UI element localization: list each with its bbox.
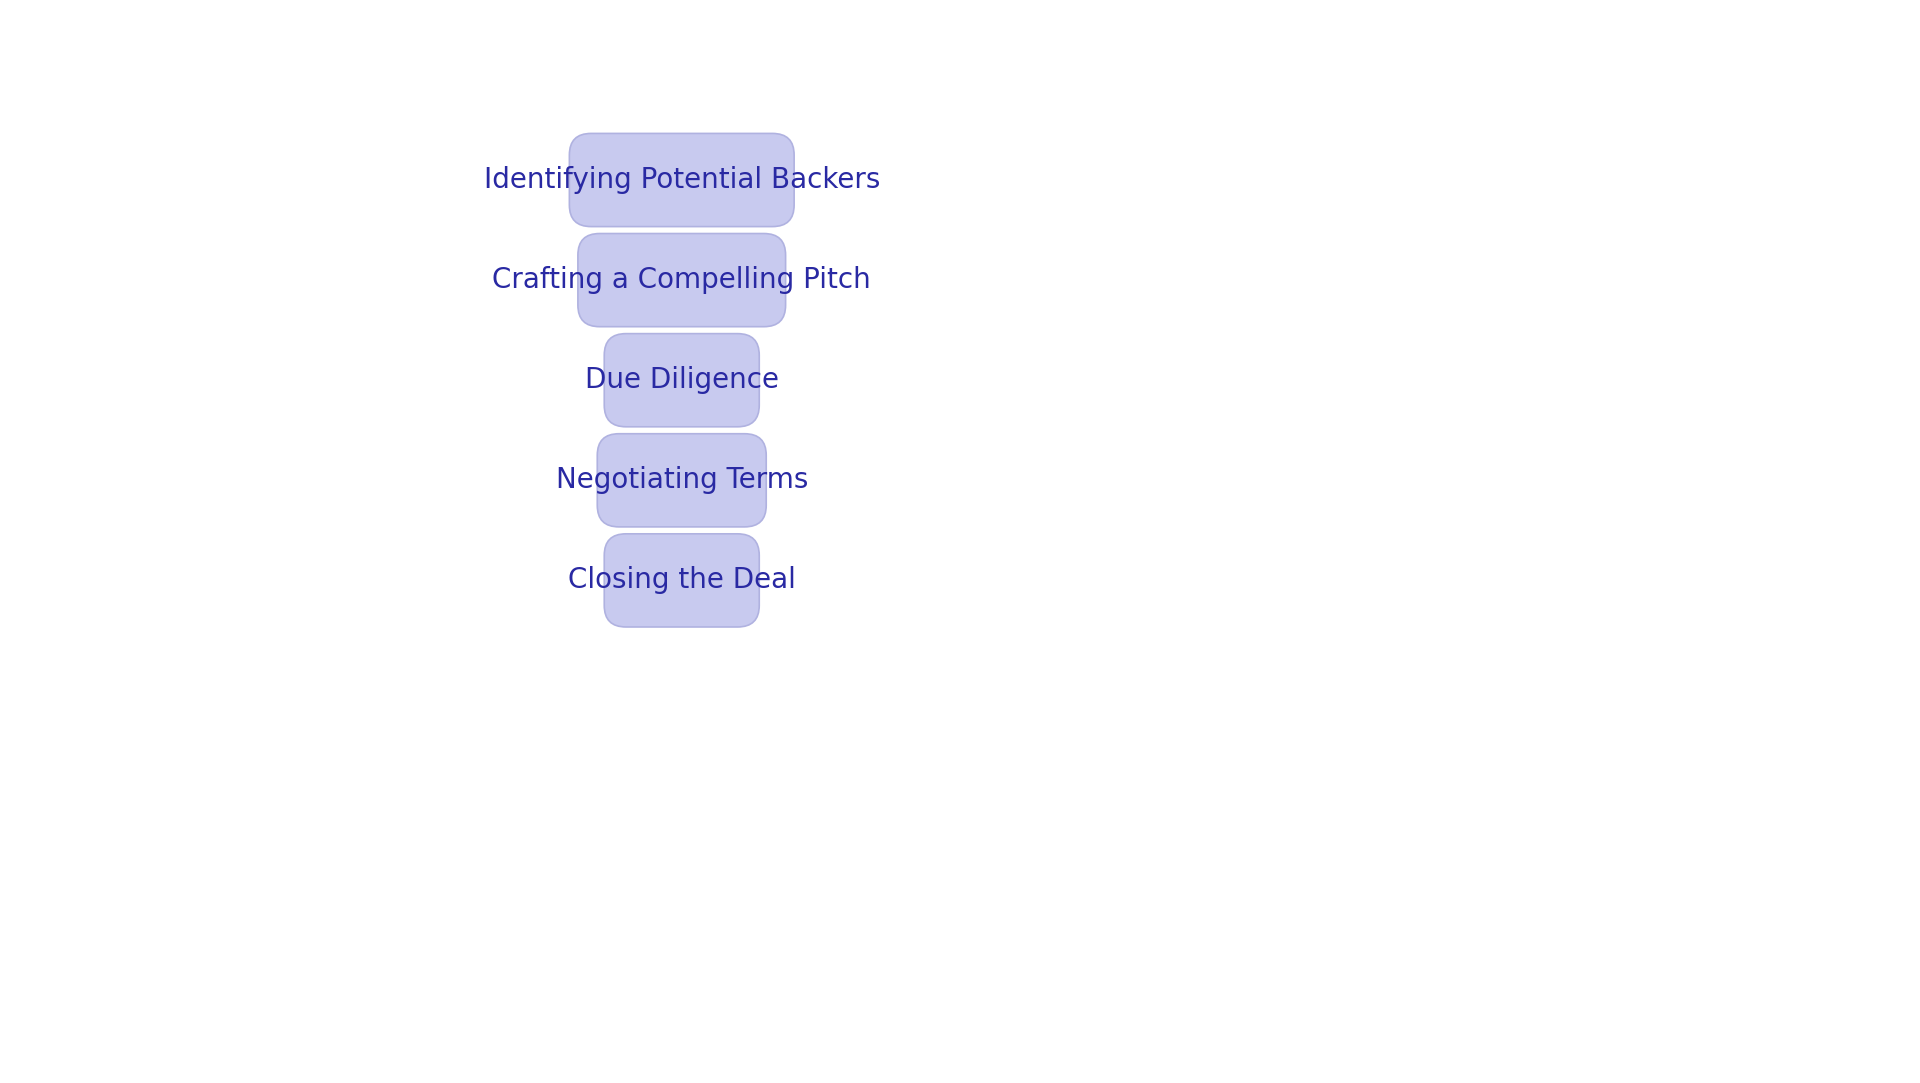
Text: Identifying Potential Backers: Identifying Potential Backers: [484, 166, 879, 194]
FancyBboxPatch shape: [605, 534, 758, 627]
Text: Closing the Deal: Closing the Deal: [568, 566, 795, 595]
Text: Crafting a Compelling Pitch: Crafting a Compelling Pitch: [492, 266, 872, 295]
FancyBboxPatch shape: [570, 133, 795, 226]
FancyBboxPatch shape: [597, 433, 766, 527]
Text: Due Diligence: Due Diligence: [586, 366, 780, 394]
Text: Negotiating Terms: Negotiating Terms: [555, 467, 808, 494]
FancyBboxPatch shape: [605, 334, 758, 427]
FancyBboxPatch shape: [578, 234, 785, 327]
